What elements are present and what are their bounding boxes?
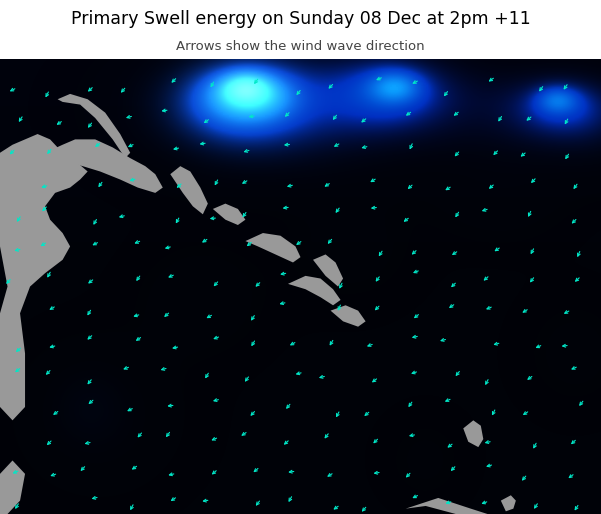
Polygon shape (58, 94, 130, 158)
Text: Arrows show the wind wave direction: Arrows show the wind wave direction (176, 40, 425, 52)
Polygon shape (45, 139, 163, 193)
Polygon shape (331, 305, 365, 327)
Polygon shape (501, 495, 516, 511)
Polygon shape (0, 461, 25, 514)
Polygon shape (213, 204, 245, 225)
Polygon shape (0, 134, 88, 420)
Polygon shape (406, 498, 496, 514)
Polygon shape (313, 254, 343, 287)
Polygon shape (463, 420, 483, 447)
Text: Primary Swell energy on Sunday 08 Dec at 2pm +11: Primary Swell energy on Sunday 08 Dec at… (71, 10, 530, 28)
Polygon shape (245, 233, 300, 263)
Polygon shape (170, 166, 208, 214)
Polygon shape (288, 276, 341, 305)
